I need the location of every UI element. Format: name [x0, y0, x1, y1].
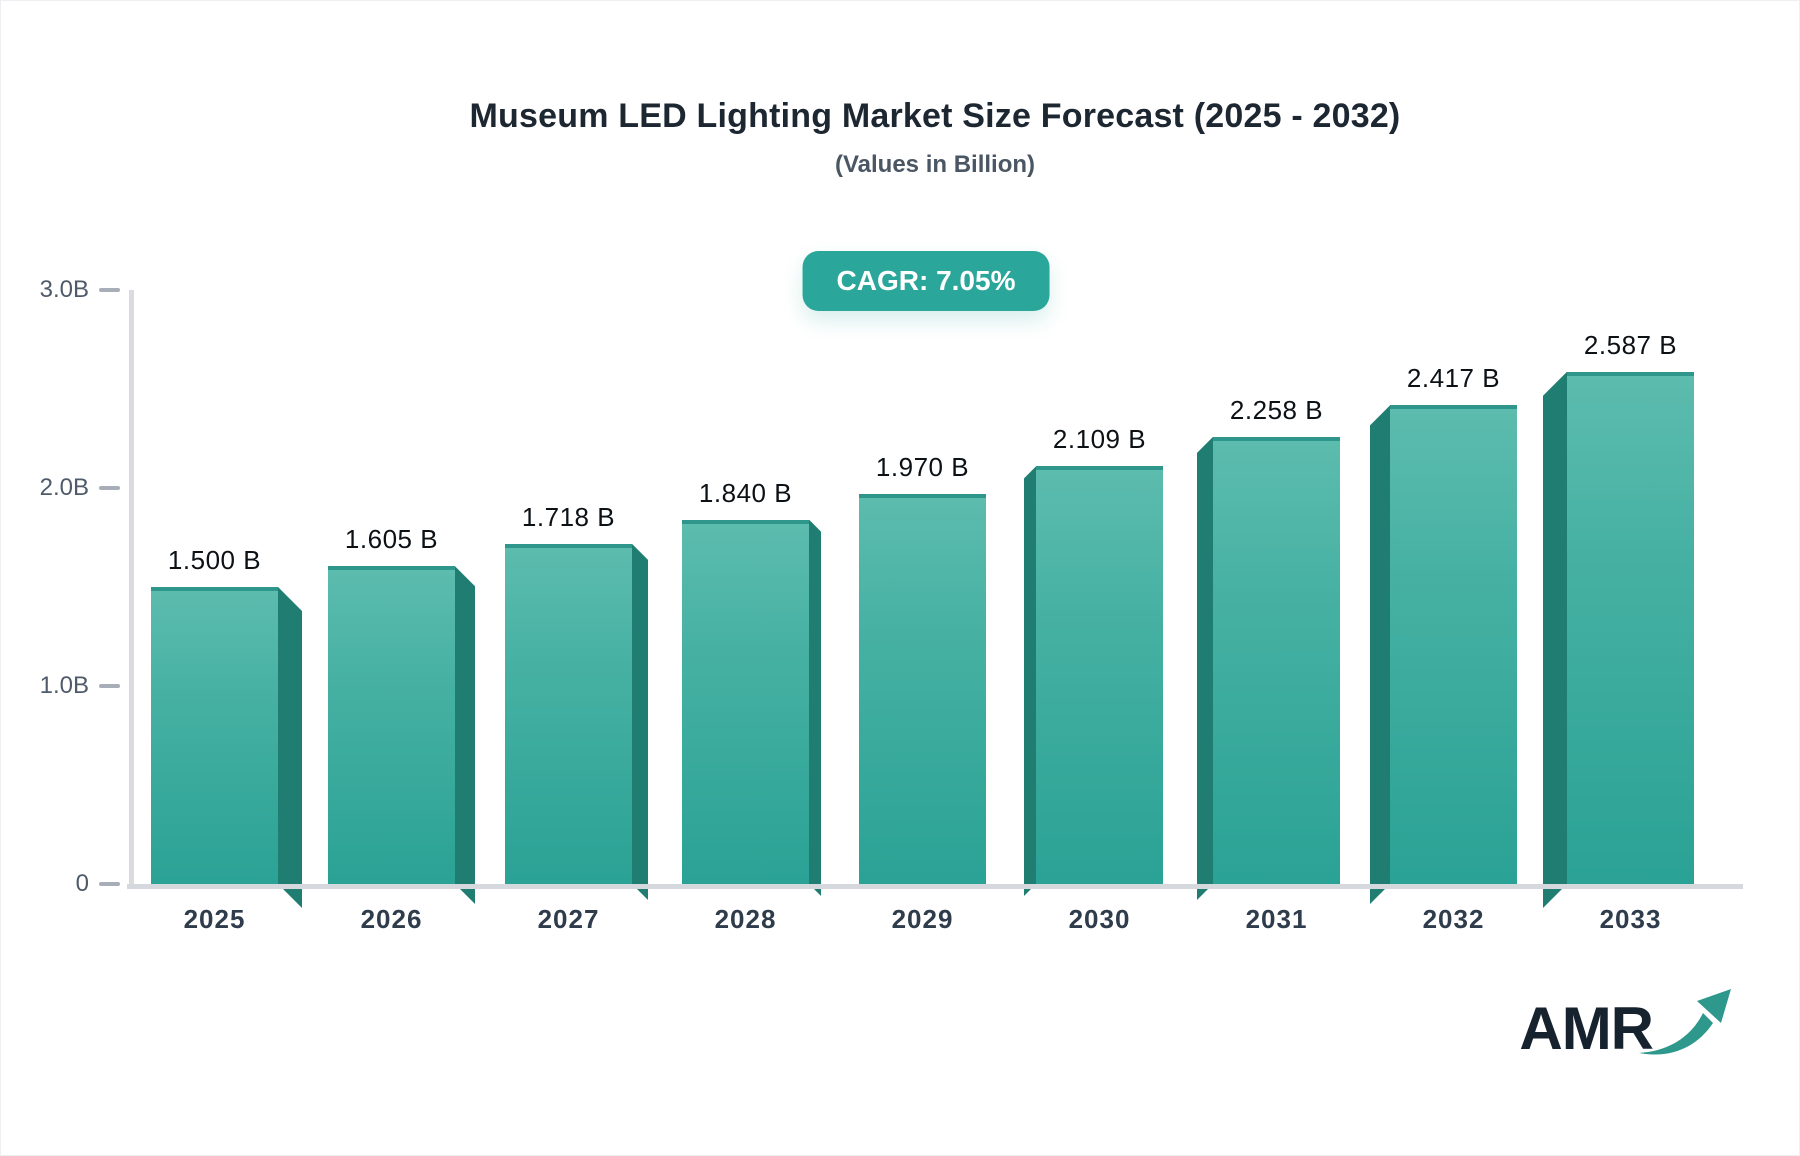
bar-value-label: 2.109 B — [1052, 424, 1147, 455]
bar-value-label: 1.840 B — [698, 477, 793, 508]
y-axis-tick-mark — [99, 486, 120, 490]
bar-3d-side-face — [632, 544, 648, 900]
x-axis-baseline — [127, 884, 1743, 889]
y-axis-tick-label: 3.0B — [39, 276, 89, 303]
bar — [505, 543, 632, 884]
y-axis-tick-mark — [99, 882, 120, 886]
x-axis-label: 2027 — [537, 904, 600, 934]
bar — [682, 519, 809, 884]
bar-3d-side-face — [278, 587, 302, 908]
bar-3d-side-face — [455, 566, 475, 904]
bar — [1567, 371, 1694, 884]
bar-3d-side-face — [1543, 372, 1567, 908]
bar-value-label: 1.970 B — [875, 451, 970, 482]
bar-value-label: 1.605 B — [344, 524, 439, 555]
bar-3d-side-face — [809, 520, 821, 896]
x-axis-label: 2033 — [1599, 904, 1662, 934]
cagr-badge: CAGR: 7.05% — [802, 251, 1050, 311]
y-axis-tick-mark — [99, 288, 120, 292]
y-axis-tick-label: 1.0B — [39, 672, 89, 699]
bar — [151, 587, 278, 884]
x-axis-label: 2029 — [891, 904, 954, 934]
y-axis-tick-label: 0 — [75, 870, 89, 897]
y-axis-tick-label: 2.0B — [39, 474, 89, 501]
amr-logo-text: AMR — [1519, 995, 1654, 1062]
chart-subtitle: (Values in Billion) — [834, 151, 1036, 178]
bar-value-label: 2.417 B — [1406, 363, 1501, 394]
bar-3d-side-face — [1370, 405, 1390, 904]
x-axis-label: 2025 — [183, 904, 246, 934]
bar-3d-side-face — [1024, 466, 1036, 896]
bar — [859, 493, 986, 884]
y-axis-line — [129, 290, 134, 889]
growth-arrow-icon — [1639, 989, 1731, 1055]
y-axis-tick-mark — [99, 684, 120, 688]
chart-title: Museum LED Lighting Market Size Forecast… — [469, 97, 1401, 135]
bar — [328, 566, 455, 884]
x-axis-label: 2026 — [360, 904, 423, 934]
x-axis-label: 2028 — [714, 904, 777, 934]
bar — [1390, 405, 1517, 884]
bar — [1036, 466, 1163, 884]
bar-3d-side-face — [1197, 437, 1213, 900]
x-axis-label: 2032 — [1422, 904, 1485, 934]
x-axis-label: 2030 — [1068, 904, 1131, 934]
bar-value-label: 2.587 B — [1583, 329, 1678, 360]
bar — [1213, 436, 1340, 884]
bar-value-label: 2.258 B — [1229, 394, 1324, 425]
x-axis-label: 2031 — [1245, 904, 1308, 934]
bar-value-label: 1.718 B — [521, 501, 616, 532]
bar-value-label: 1.500 B — [167, 545, 262, 575]
